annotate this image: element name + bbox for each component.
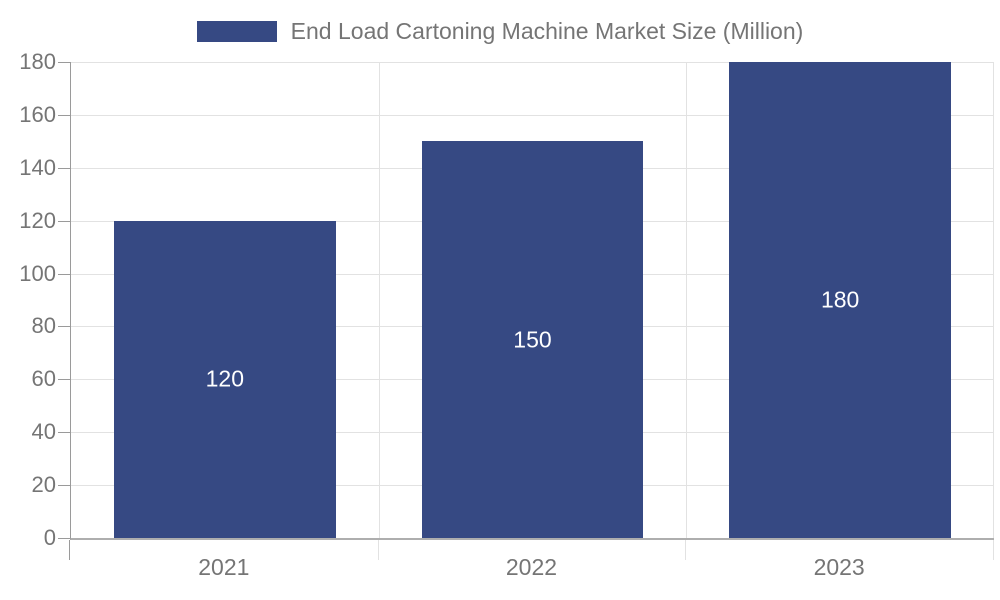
v-gridline <box>378 62 380 538</box>
bar-value-label: 150 <box>513 326 552 353</box>
h-gridline <box>71 62 994 63</box>
x-tick-label: 2023 <box>813 554 865 580</box>
bar: 180 <box>729 62 951 538</box>
h-gridline <box>71 114 994 116</box>
x-tick-label: 2021 <box>198 554 250 580</box>
y-tick-label: 40 <box>31 419 56 445</box>
bar-value-label: 120 <box>205 365 244 392</box>
y-tick-label: 100 <box>19 260 56 286</box>
y-tick-label: 0 <box>43 525 56 550</box>
y-tick-mark <box>58 485 70 487</box>
y-tick-mark <box>58 273 70 275</box>
plot-area: 120 150 180 <box>70 62 994 540</box>
y-tick-label: 80 <box>31 313 56 339</box>
v-gridline <box>993 62 994 538</box>
legend: End Load Cartoning Machine Market Size (… <box>0 18 1000 45</box>
y-tick-label: 20 <box>31 472 56 498</box>
x-tick-mark <box>377 540 379 560</box>
y-tick-mark <box>58 326 70 328</box>
legend-label: End Load Cartoning Machine Market Size (… <box>290 18 804 44</box>
y-axis-extension <box>69 540 70 560</box>
bar-value-label: 180 <box>820 286 860 313</box>
bar: 150 <box>421 141 644 538</box>
y-tick-label: 60 <box>31 366 56 392</box>
x-tick-mark <box>685 540 687 560</box>
y-tick-label: 180 <box>19 49 56 74</box>
y-tick-mark <box>58 379 70 381</box>
legend-swatch <box>196 21 277 42</box>
y-tick-mark <box>58 220 70 222</box>
y-tick-mark <box>58 62 70 63</box>
y-tick-label: 140 <box>19 154 56 180</box>
y-tick-mark <box>58 538 70 539</box>
y-tick-mark <box>58 167 70 169</box>
y-tick-label: 120 <box>19 207 56 233</box>
y-tick-mark <box>58 432 70 434</box>
bar: 120 <box>114 220 336 538</box>
x-tick-mark <box>993 540 994 560</box>
y-tick-mark <box>58 114 70 116</box>
x-tick-label: 2022 <box>505 554 558 580</box>
y-tick-label: 160 <box>19 101 56 127</box>
v-gridline <box>686 62 688 538</box>
